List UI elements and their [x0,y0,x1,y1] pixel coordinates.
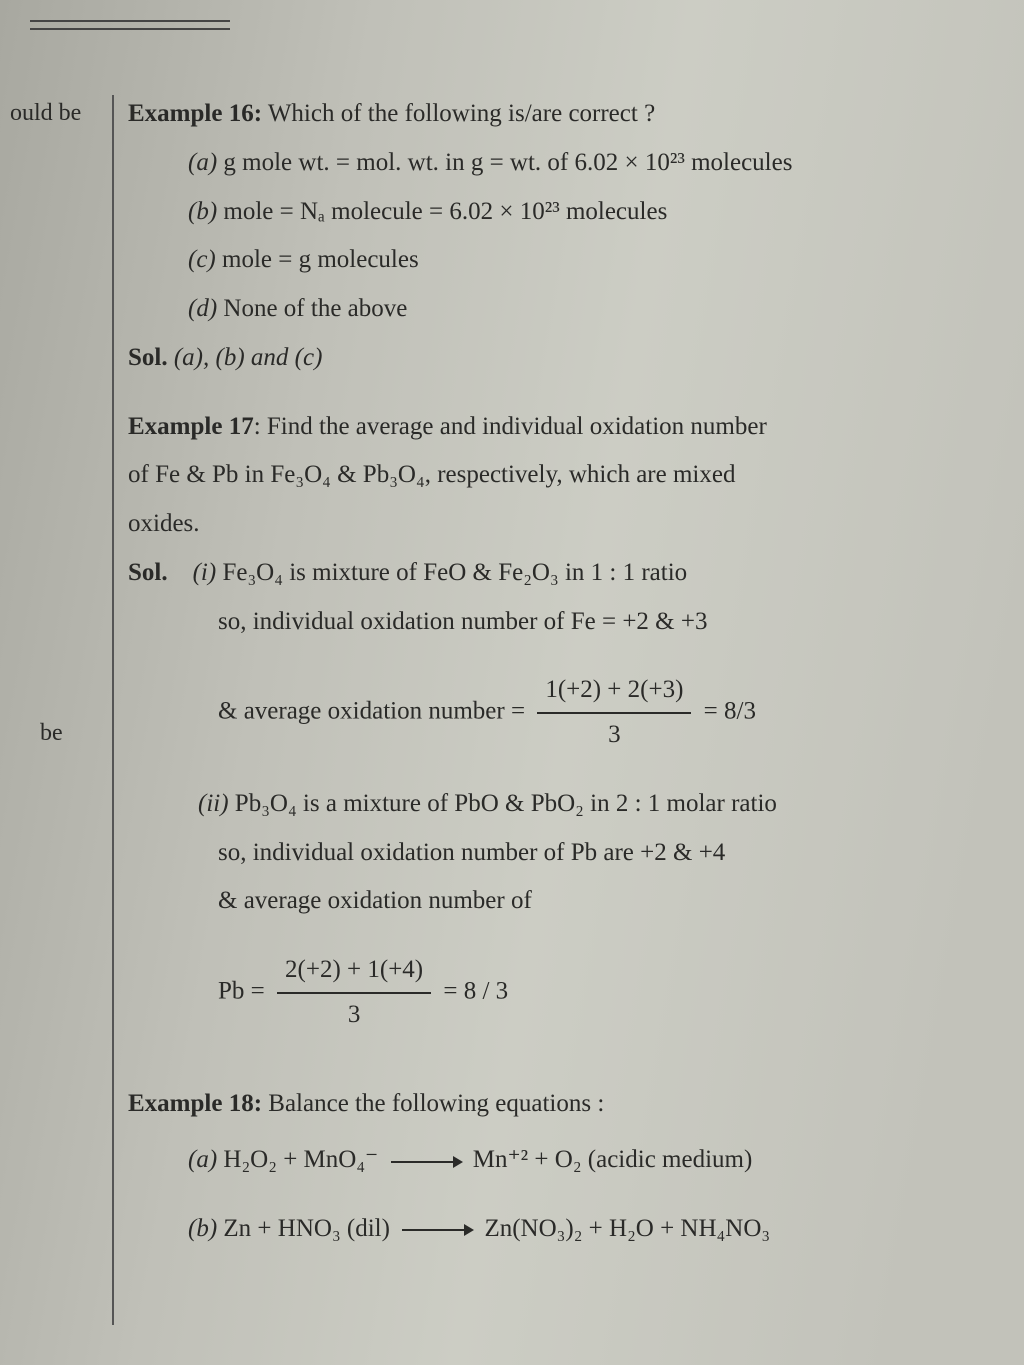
arrow-icon [402,1229,472,1231]
option-label-c: (c) [188,246,216,273]
fraction-i: 1(+2) + 2(+3) 3 [537,671,691,755]
fraction-ii: 2(+2) + 1(+4) 3 [277,951,431,1035]
ex16-option-a: (a) g mole wt. = mol. wt. in g = wt. of … [188,144,998,183]
ex17-line3: oxides. [128,505,998,544]
ex16-option-c: (c) mole = g molecules [188,241,998,280]
frac-num-ii: 2(+2) + 1(+4) [277,951,431,994]
frac-den-ii: 3 [277,994,431,1035]
avg-prefix: & average oxidation number = [218,698,531,725]
option-text-a: g mole wt. = mol. wt. in g = wt. of 6.02… [217,149,792,176]
sol-label-17: Sol. [128,559,168,586]
ex18-eq-a: (a) H₂O₂ + MnO₄⁻ Mn⁺² + O₂ (acidic mediu… [188,1141,998,1180]
option-label-d: (d) [188,295,217,322]
example-17-question: : Find the average and individual oxidat… [254,413,767,440]
page: ould be be Example 16: Which of the foll… [0,0,1024,1365]
option-label-a: (a) [188,149,217,176]
content-column: Example 16: Which of the following is/ar… [128,95,998,1259]
eq-a-rhs: Mn⁺² + O₂ (acidic medium) [467,1146,753,1173]
arrow-icon [391,1161,461,1163]
option-text-b: mole = Nₐ molecule = 6.02 × 10²³ molecul… [217,198,667,225]
pb-suffix: = 8 / 3 [443,977,508,1004]
pb-prefix: Pb = [218,977,271,1004]
margin-text-1: ould be [10,100,81,127]
avg-suffix: = 8/3 [704,698,756,725]
example-16-question: Which of the following is/are correct ? [262,100,655,127]
ex16-option-d: (d) None of the above [188,290,998,329]
ii-label: (ii) [198,790,229,817]
example-18-question: Balance the following equations : [262,1090,604,1117]
ex17-i-average: & average oxidation number = 1(+2) + 2(+… [218,671,756,755]
ex17-ii-average: Pb = 2(+2) + 1(+4) 3 = 8 / 3 [218,951,508,1035]
ex17-ii-line3: & average oxidation number of [218,882,998,921]
example-18-title: Example 18: Balance the following equati… [128,1085,998,1124]
example-16-title: Example 16: Which of the following is/ar… [128,95,998,134]
i-text: Fe₃O₄ is mixture of FeO & Fe₂O₃ in 1 : 1… [216,559,687,586]
ii-text: Pb₃O₄ is a mixture of PbO & PbO₂ in 2 : … [229,790,777,817]
ex17-i-line2: so, individual oxidation number of Fe = … [218,603,998,642]
option-text-c: mole = g molecules [216,246,419,273]
sol-label: Sol. [128,344,168,371]
ex17-ii-line2: so, individual oxidation number of Pb ar… [218,834,998,873]
example-17-label: Example 17 [128,413,254,440]
eq-a-lhs: H₂O₂ + MnO₄⁻ [217,1146,384,1173]
frac-den-i: 3 [537,714,691,755]
ex17-line2: of Fe & Pb in Fe₃O₄ & Pb₃O₄, respectivel… [128,456,998,495]
ex16-option-b: (b) mole = Nₐ molecule = 6.02 × 10²³ mol… [188,193,998,232]
ex18-eq-b: (b) Zn + HNO₃ (dil) Zn(NO₃)₂ + H₂O + NH₄… [188,1210,998,1249]
margin-column: ould be be [0,0,110,1365]
vertical-rule [112,95,114,1325]
i-label: (i) [193,559,217,586]
eq-b-lhs: Zn + HNO₃ (dil) [217,1215,396,1242]
frac-num-i: 1(+2) + 2(+3) [537,671,691,714]
ex16-solution: Sol. (a), (b) and (c) [128,339,998,378]
example-16-label: Example 16: [128,100,262,127]
eq-b-label: (b) [188,1215,217,1242]
example-17-title: Example 17: Find the average and individ… [128,408,998,447]
eq-b-rhs: Zn(NO₃)₂ + H₂O + NH₄NO₃ [478,1215,770,1242]
option-label-b: (b) [188,198,217,225]
ex17-solution-i: Sol. (i) Fe₃O₄ is mixture of FeO & Fe₂O₃… [128,554,998,593]
example-18-label: Example 18: [128,1090,262,1117]
ex17-solution-ii: (ii) Pb₃O₄ is a mixture of PbO & PbO₂ in… [198,785,998,824]
sol-text: (a), (b) and (c) [168,344,323,371]
eq-a-label: (a) [188,1146,217,1173]
margin-text-2: be [40,720,63,747]
option-text-d: None of the above [217,295,407,322]
